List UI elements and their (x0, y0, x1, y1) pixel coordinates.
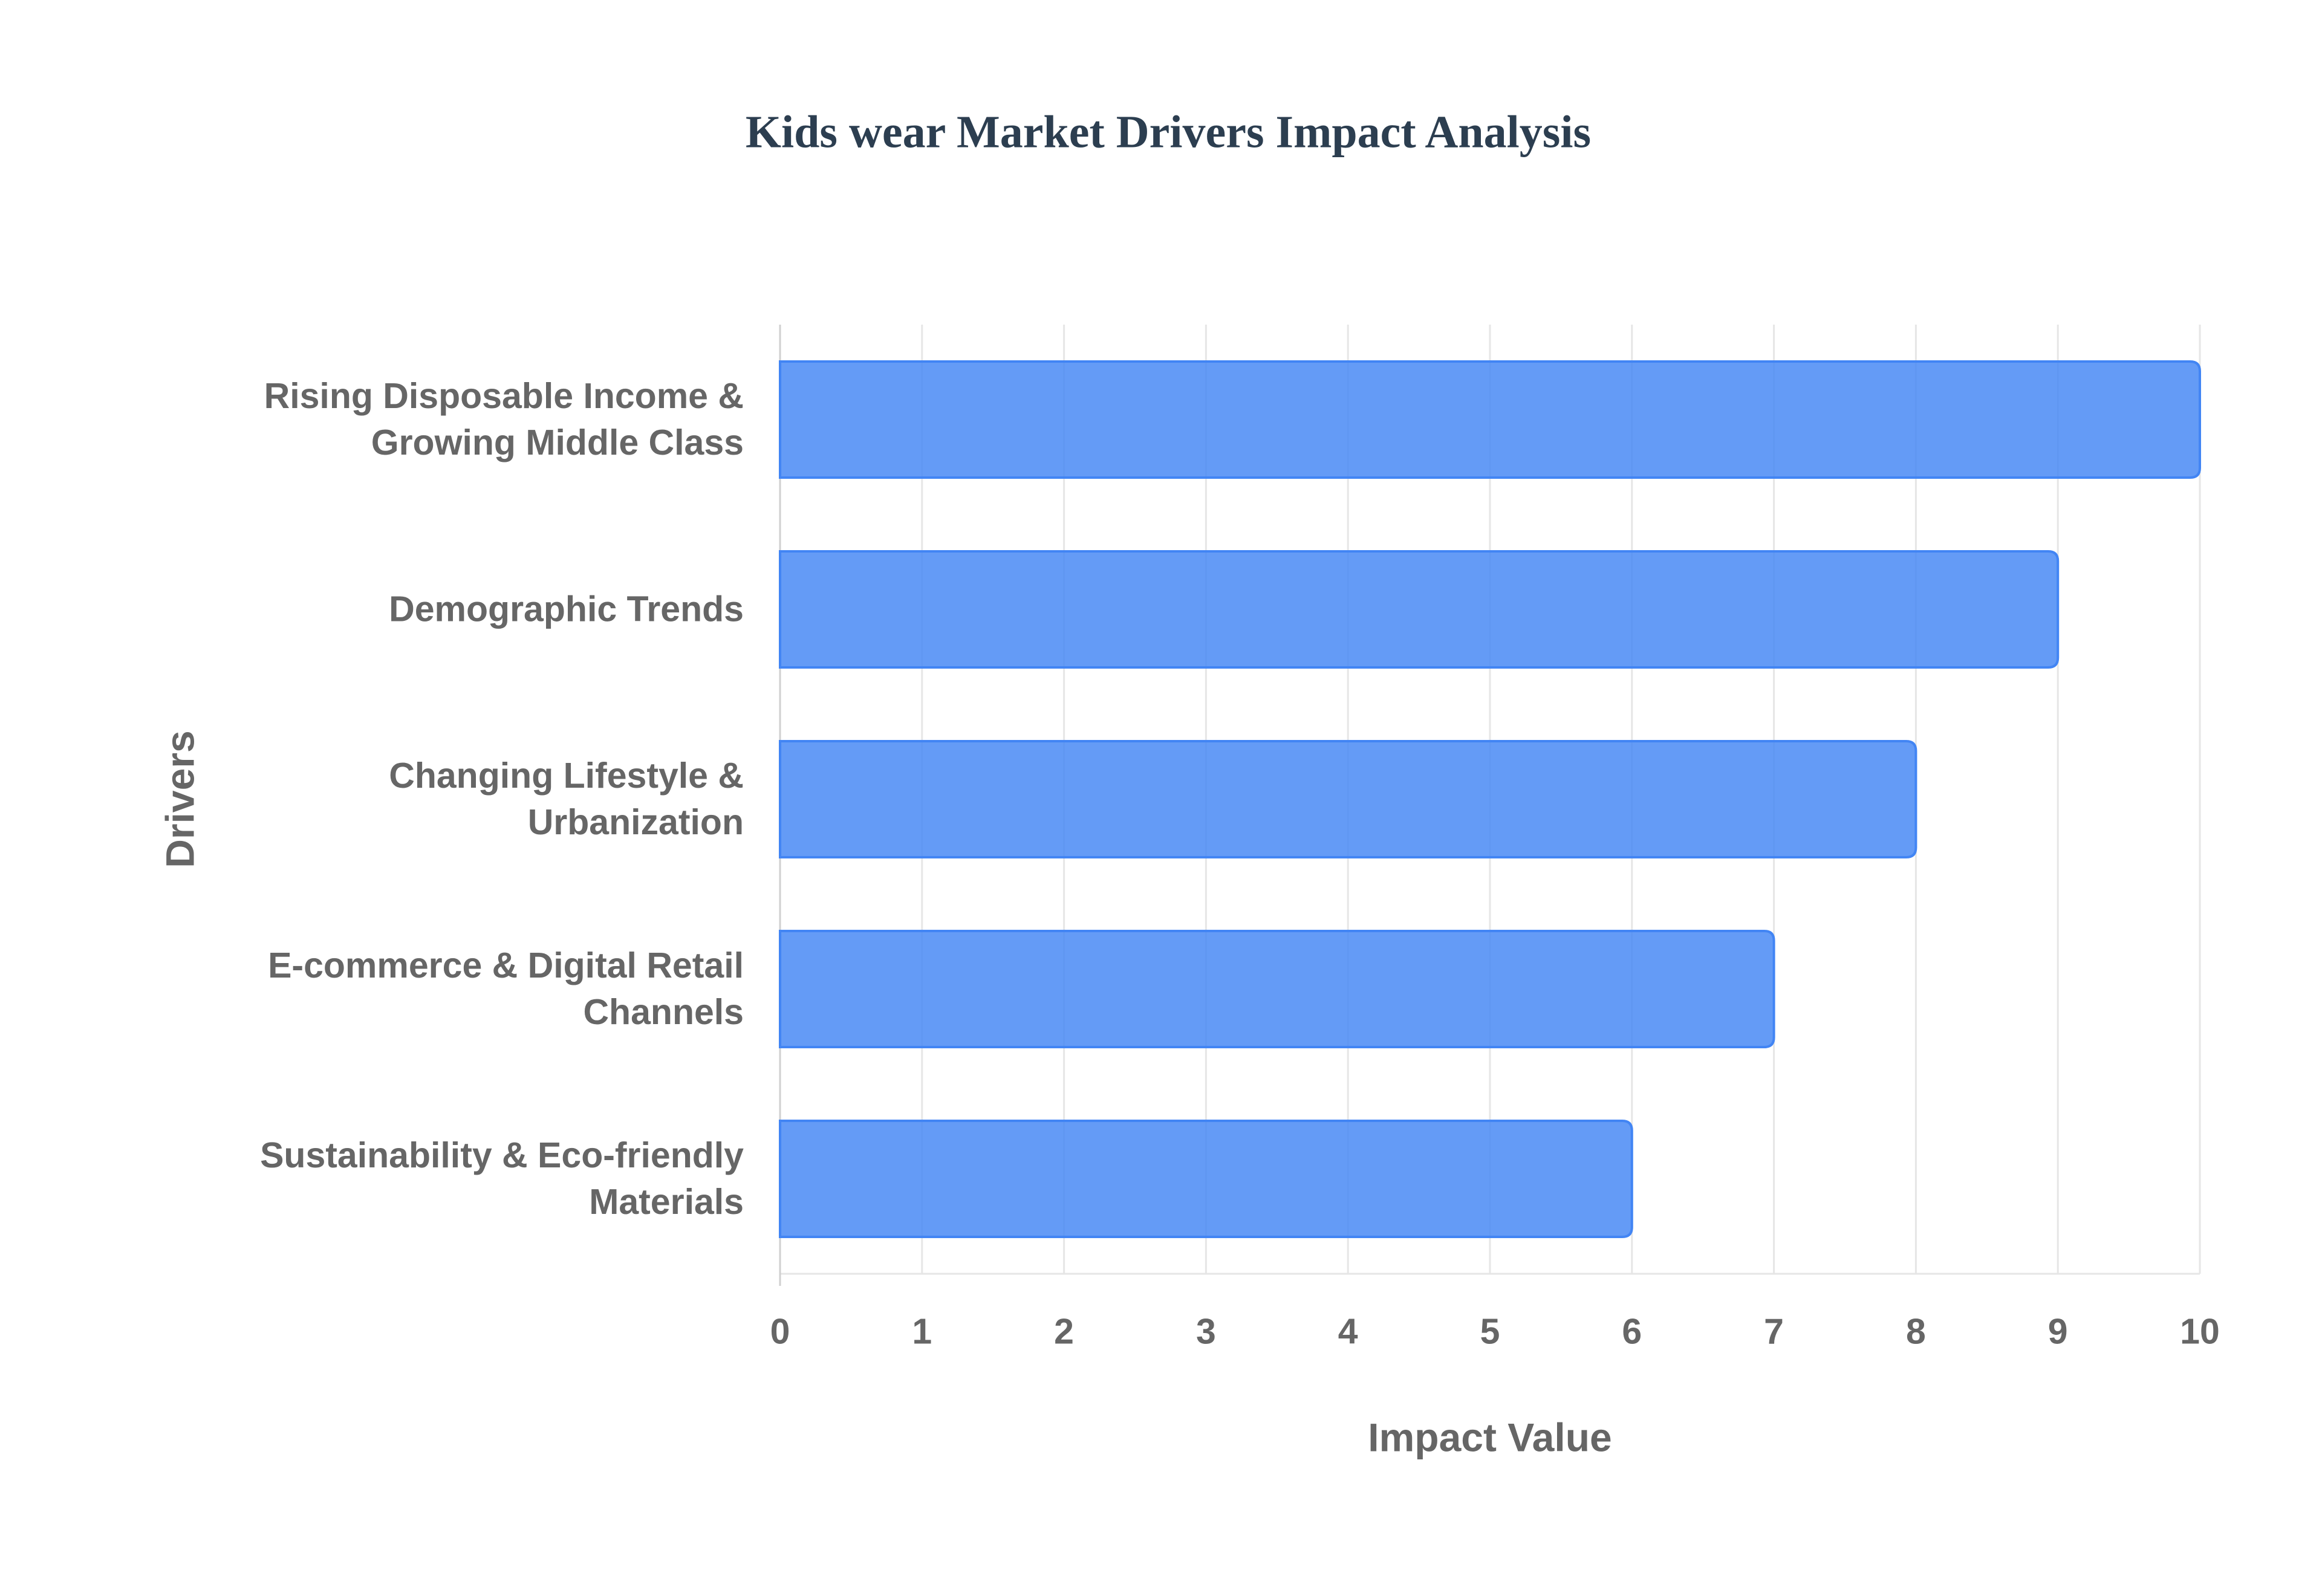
bar (779, 550, 2060, 669)
x-tick-label: 9 (2048, 1312, 2068, 1352)
bar (779, 1120, 1633, 1238)
x-tick-label: 8 (1906, 1312, 1926, 1352)
x-tick-label: 2 (1054, 1312, 1074, 1352)
x-tick-label: 7 (1764, 1312, 1784, 1352)
chart-title: Kids wear Market Drivers Impact Analysis (746, 106, 1591, 157)
y-tick-label: E-commerce & Digital Retail Channels (268, 946, 744, 1032)
x-tick-label: 3 (1196, 1312, 1216, 1352)
x-tick-label: 1 (912, 1312, 932, 1352)
y-tick-label: Rising Disposable Income & Growing Middl… (264, 376, 744, 462)
x-tick-label: 0 (770, 1312, 790, 1352)
bar (779, 740, 1917, 858)
bar (779, 930, 1775, 1048)
bar (779, 360, 2201, 479)
x-tick-label: 5 (1480, 1312, 1500, 1352)
y-axis-title: Drivers (157, 730, 202, 868)
x-tick-label: 10 (2180, 1312, 2220, 1352)
y-tick-label: Sustainability & Eco-friendly Materials (260, 1135, 744, 1222)
x-tick-label: 6 (1622, 1312, 1642, 1352)
y-tick-label: Demographic Trends (389, 589, 744, 629)
y-tick-label: Changing Lifestyle & Urbanization (389, 756, 744, 842)
x-tick-label: 4 (1338, 1312, 1358, 1352)
x-axis-title: Impact Value (1368, 1415, 1612, 1459)
